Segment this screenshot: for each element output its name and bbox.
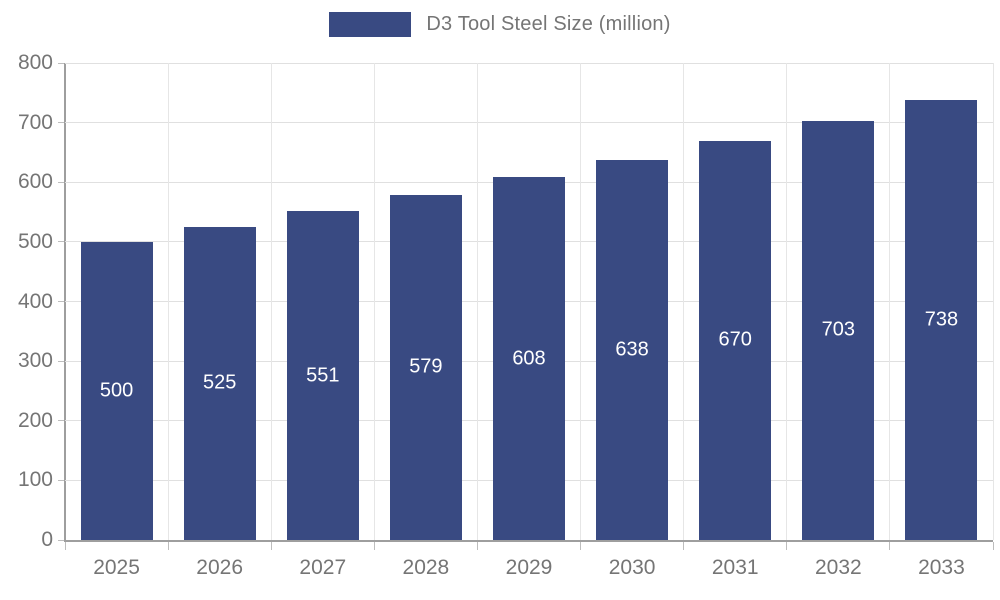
bar-value-label: 608: [512, 347, 546, 370]
gridline-vertical: [476, 63, 478, 540]
bar-2027: 551: [286, 211, 359, 540]
gridline-vertical: [889, 63, 891, 540]
x-axis-tick: [270, 542, 272, 550]
x-axis-tick: [992, 542, 994, 550]
y-axis-tick-label: 300: [17, 349, 53, 373]
legend-swatch-icon: [329, 12, 412, 37]
y-axis-tick: [58, 122, 64, 124]
bar-2025: 500: [80, 241, 153, 540]
y-axis-tick-label: 800: [17, 51, 53, 74]
x-axis-tick-label: 2029: [505, 556, 553, 579]
y-axis-tick-label: 600: [17, 170, 53, 194]
chart-legend: D3 Tool Steel Size (million): [0, 12, 1000, 37]
bar-value-label: 500: [99, 379, 134, 402]
x-axis-tick-label: 2032: [814, 556, 862, 579]
x-axis-tick: [373, 542, 375, 550]
gridline-vertical: [580, 63, 582, 540]
y-axis-tick: [58, 301, 64, 302]
y-axis-tick: [58, 479, 64, 481]
x-axis-tick: [683, 542, 685, 550]
x-axis-tick-label: 2026: [196, 556, 244, 579]
gridline-vertical: [167, 63, 169, 540]
y-axis-tick-label: 700: [17, 110, 53, 134]
x-axis-line: [64, 540, 993, 542]
bar-value-label: 703: [821, 318, 856, 341]
gridline-vertical: [373, 63, 375, 540]
gridline-vertical: [992, 63, 994, 540]
y-axis-tick: [58, 360, 64, 362]
bar-value-label: 670: [718, 328, 752, 351]
bar-value-label: 551: [306, 364, 340, 387]
y-axis-tick-label: 200: [17, 408, 53, 432]
x-axis-tick-label: 2030: [608, 556, 656, 579]
bar-2028: 579: [389, 194, 462, 540]
x-axis-tick-label: 2031: [711, 556, 759, 579]
gridline-vertical: [270, 63, 272, 540]
x-axis-tick-label: 2033: [918, 556, 965, 579]
plot-area: 500 525 551 579 608 638 670 703 738 0 100 200 300 40…: [18, 51, 994, 579]
y-axis-tick-label: 400: [17, 289, 53, 313]
gridline-vertical: [786, 63, 788, 540]
bar-2031: 670: [699, 140, 772, 540]
bar-2029: 608: [493, 177, 565, 540]
bar-2033: 738: [905, 99, 978, 540]
x-axis-tick: [580, 542, 582, 550]
x-axis-tick: [167, 542, 169, 550]
bar-2030: 638: [596, 159, 669, 540]
y-axis-tick-label: 0: [41, 528, 53, 551]
bar-2026: 525: [183, 226, 256, 540]
x-axis-tick: [889, 542, 891, 550]
bar-value-label: 579: [409, 355, 443, 378]
bar-value-label: 738: [924, 308, 959, 331]
x-axis-tick: [786, 542, 788, 550]
bar-value-label: 638: [615, 338, 649, 361]
gridline-horizontal: [65, 62, 993, 64]
y-axis-tick: [58, 181, 64, 183]
bar-2032: 703: [802, 120, 875, 540]
x-axis-tick-label: 2028: [402, 556, 450, 579]
legend-label: D3 Tool Steel Size (million): [426, 13, 671, 35]
x-axis-tick: [64, 542, 66, 550]
gridline-vertical: [683, 63, 685, 540]
bar-value-label: 525: [202, 371, 237, 394]
x-axis-tick-label: 2027: [299, 556, 347, 579]
y-axis-tick: [58, 420, 64, 422]
y-axis-tick: [58, 539, 64, 541]
gridline-horizontal: [65, 122, 993, 124]
y-axis-tick: [58, 62, 64, 64]
x-axis-tick-label: 2025: [93, 556, 140, 579]
y-axis-tick-label: 500: [17, 229, 53, 253]
y-axis-tick: [58, 241, 64, 243]
y-axis-tick-label: 100: [17, 468, 53, 492]
x-axis-tick: [476, 542, 478, 550]
